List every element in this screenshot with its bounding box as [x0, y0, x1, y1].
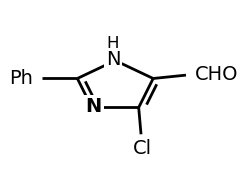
Text: Ph: Ph [9, 69, 33, 88]
Text: CHO: CHO [195, 65, 239, 84]
Text: Cl: Cl [133, 139, 152, 158]
Text: N: N [106, 50, 120, 69]
Text: H: H [107, 35, 119, 53]
Text: N: N [86, 97, 102, 116]
